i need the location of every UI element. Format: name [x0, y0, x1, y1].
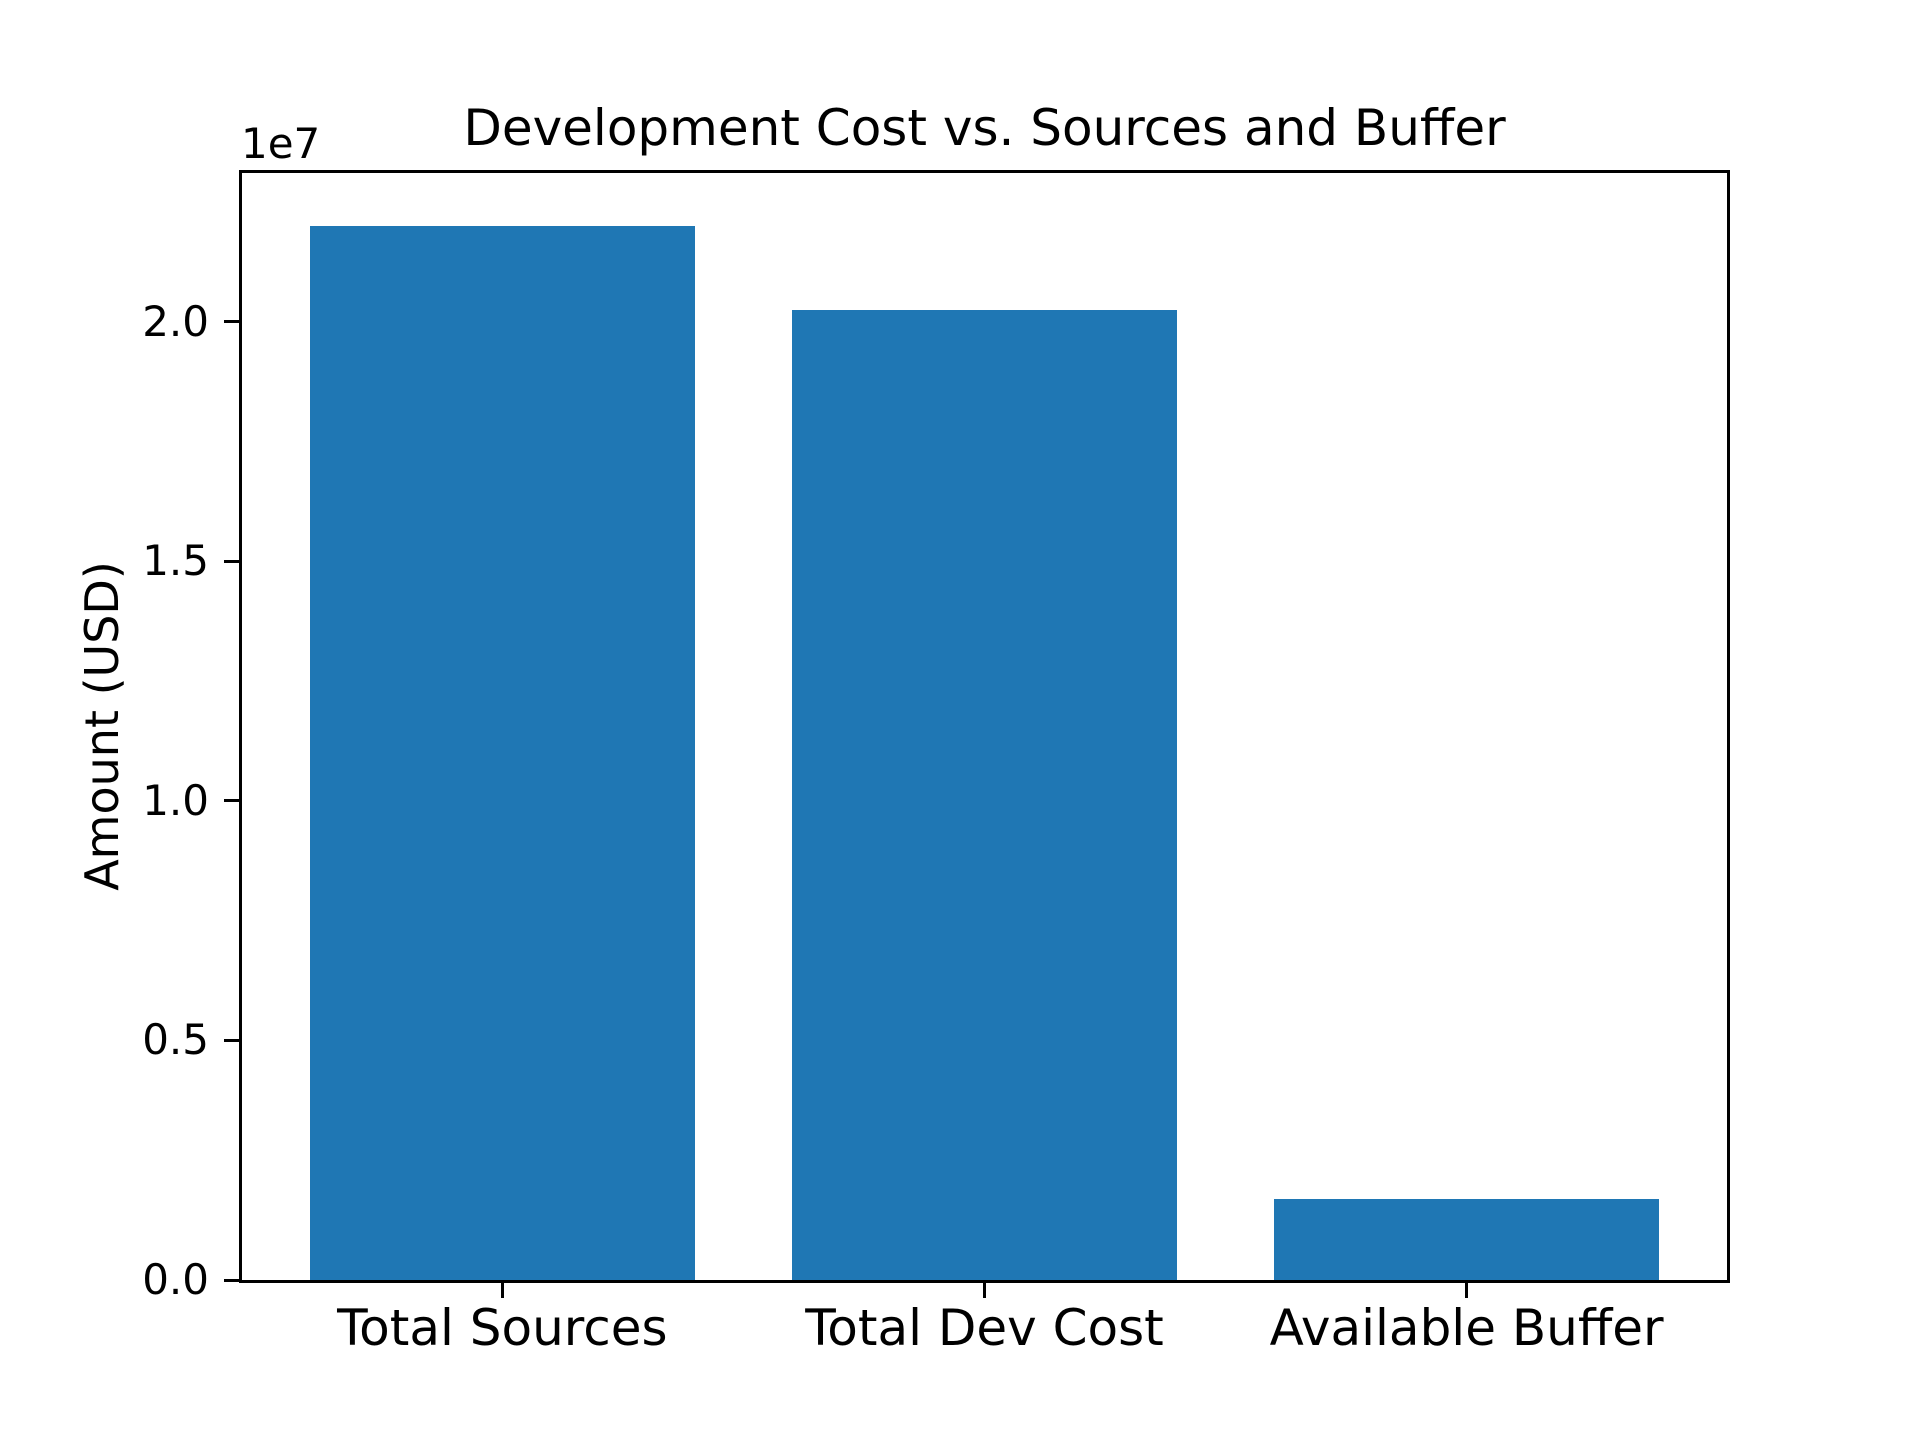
y-tick-label-2.0: 2.0 — [142, 296, 209, 346]
y-tick-mark — [224, 320, 239, 324]
y-tick-mark — [224, 1278, 239, 1282]
y-tick-mark — [224, 799, 239, 803]
bar-available-buffer — [1273, 1198, 1660, 1280]
bar-total-dev-cost — [791, 309, 1178, 1280]
y-tick-label-0.0: 0.0 — [142, 1255, 209, 1304]
x-tick-label-total-dev-cost: Total Dev Cost — [805, 1299, 1164, 1357]
bar-total-sources — [309, 225, 696, 1280]
y-tick-label-1.0: 1.0 — [142, 775, 209, 825]
chart-title: Development Cost vs. Sources and Buffer — [463, 99, 1506, 157]
y-tick-label-0.5: 0.5 — [142, 1015, 209, 1065]
x-tick-label-available-buffer: Available Buffer — [1269, 1299, 1664, 1357]
y-tick-mark — [224, 559, 239, 563]
x-tick-mark — [500, 1283, 504, 1298]
y-tick-mark — [224, 1038, 239, 1042]
x-tick-label-total-sources: Total Sources — [337, 1299, 668, 1357]
y-tick-label-1.5: 1.5 — [142, 536, 209, 586]
x-tick-mark — [1465, 1283, 1469, 1298]
y-axis-label: Amount (USD) — [75, 561, 129, 891]
x-tick-mark — [983, 1283, 986, 1298]
plot-area: Total Sources Total Dev Cost Available Buf… — [142, 170, 1730, 1356]
y-axis-offset-label: 1e7 — [241, 119, 321, 168]
